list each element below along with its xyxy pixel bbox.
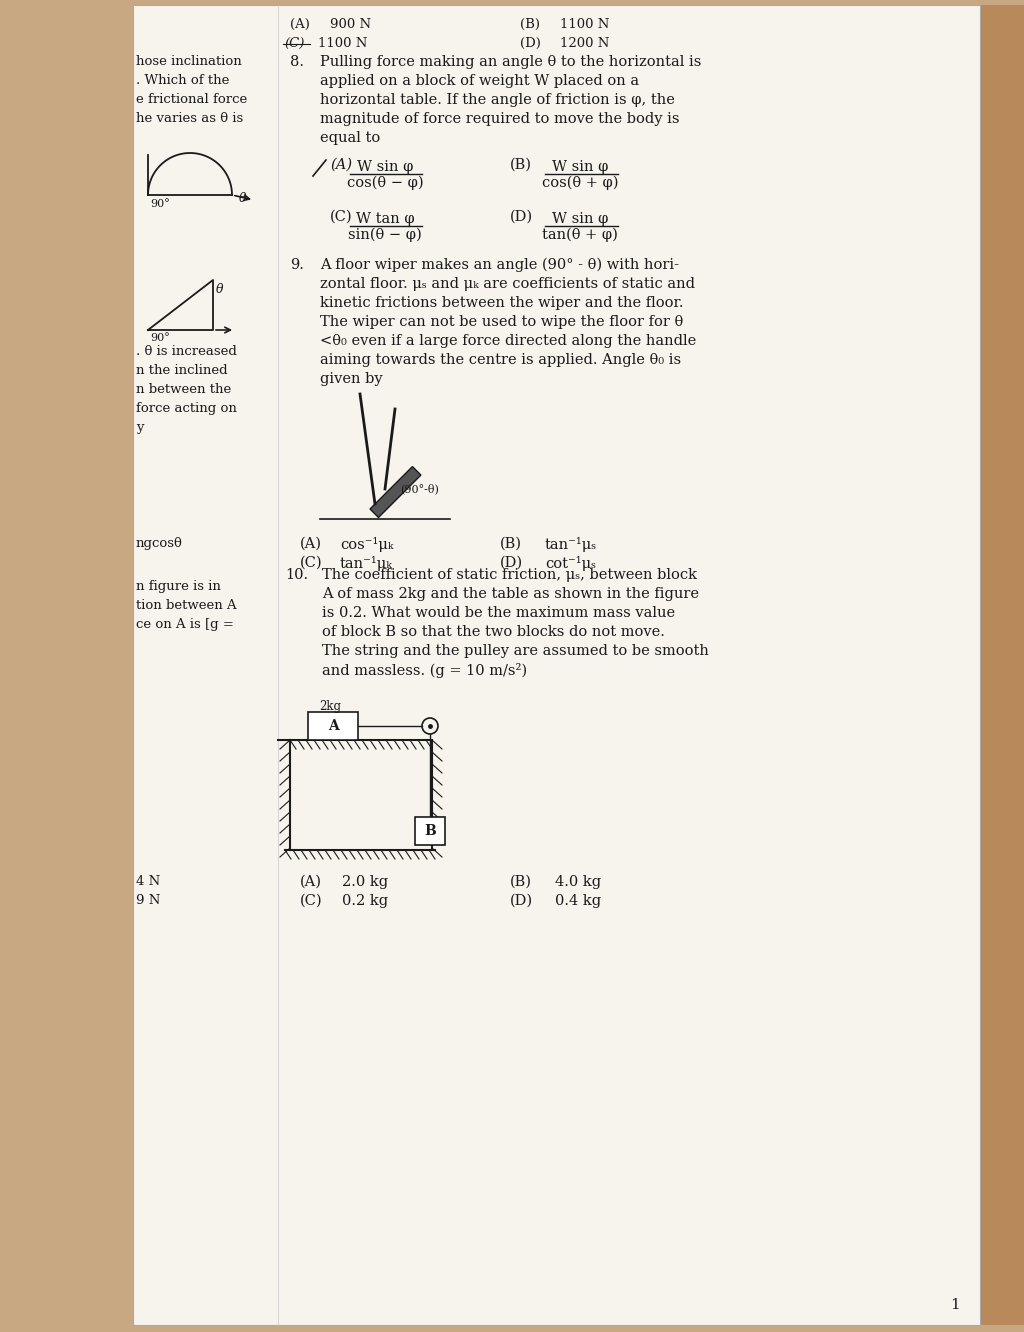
Text: hose inclination: hose inclination [136,55,242,68]
Text: (C): (C) [300,894,323,908]
Text: B: B [424,825,436,838]
Text: 10.: 10. [285,567,308,582]
Text: horizontal table. If the angle of friction is φ, the: horizontal table. If the angle of fricti… [319,93,675,107]
Text: zontal floor. μₛ and μₖ are coefficients of static and: zontal floor. μₛ and μₖ are coefficients… [319,277,695,290]
Text: A floor wiper makes an angle (90° - θ) with hori-: A floor wiper makes an angle (90° - θ) w… [319,258,679,272]
Bar [133,5,980,1325]
Text: 1100 N: 1100 N [560,19,609,31]
Text: 2.0 kg: 2.0 kg [342,875,388,888]
FancyBboxPatch shape [370,466,421,518]
Bar [980,5,1024,1325]
Text: (B): (B) [500,537,522,551]
Text: 2kg: 2kg [319,701,341,713]
Bar [415,817,445,844]
Text: kinetic frictions between the wiper and the floor.: kinetic frictions between the wiper and … [319,296,683,310]
Text: W sin φ: W sin φ [552,212,608,226]
Text: n figure is in: n figure is in [136,579,221,593]
Text: given by: given by [319,372,383,386]
Text: . θ is increased: . θ is increased [136,345,237,358]
Text: y: y [136,421,143,434]
Text: cos(θ + φ): cos(θ + φ) [542,176,618,190]
Text: 9.: 9. [290,258,304,272]
Text: equal to: equal to [319,131,380,145]
Text: (D): (D) [500,555,523,570]
Text: tan⁻¹μₛ: tan⁻¹μₛ [545,537,597,551]
Text: 90°: 90° [150,198,170,209]
Text: (A): (A) [290,19,310,31]
Text: cot⁻¹μₛ: cot⁻¹μₛ [545,555,596,571]
Text: A: A [328,719,338,733]
Text: tan⁻¹μₖ: tan⁻¹μₖ [340,555,393,571]
Text: cos(θ − φ): cos(θ − φ) [347,176,423,190]
Text: (D): (D) [520,37,541,51]
Text: 900 N: 900 N [330,19,371,31]
Text: applied on a block of weight W placed on a: applied on a block of weight W placed on… [319,75,639,88]
Text: (90°-θ): (90°-θ) [400,484,439,494]
Text: sin(θ − φ): sin(θ − φ) [348,228,422,242]
Text: 9 N: 9 N [136,894,161,907]
Text: 1200 N: 1200 N [560,37,609,51]
Text: n the inclined: n the inclined [136,364,227,377]
Text: (D): (D) [510,894,534,908]
Text: <θ₀ even if a large force directed along the handle: <θ₀ even if a large force directed along… [319,334,696,348]
Text: . Which of the: . Which of the [136,75,229,87]
Text: W sin φ: W sin φ [552,160,608,174]
Text: (C): (C) [330,210,352,224]
Text: cos⁻¹μₖ: cos⁻¹μₖ [340,537,393,551]
Text: W sin φ: W sin φ [356,160,414,174]
Text: (C): (C) [284,37,304,51]
Text: (A): (A) [300,537,322,551]
Text: (D): (D) [510,210,534,224]
Text: and massless. (g = 10 m/s²): and massless. (g = 10 m/s²) [322,663,527,678]
Text: 1100 N: 1100 N [318,37,368,51]
Text: (A): (A) [300,875,322,888]
Text: ce on A is [g =: ce on A is [g = [136,618,233,631]
Text: n between the: n between the [136,384,231,396]
Text: tion between A: tion between A [136,599,237,611]
Text: (B): (B) [520,19,540,31]
Text: 4 N: 4 N [136,875,160,888]
Text: 0.2 kg: 0.2 kg [342,894,388,908]
Text: The string and the pulley are assumed to be smooth: The string and the pulley are assumed to… [322,643,709,658]
Text: tan(θ + φ): tan(θ + φ) [542,228,617,242]
Text: (B): (B) [510,875,532,888]
Text: 0.4 kg: 0.4 kg [555,894,601,908]
Text: 90°: 90° [150,333,170,344]
Text: (C): (C) [300,555,323,570]
Text: force acting on: force acting on [136,402,237,416]
Text: (B): (B) [510,159,532,172]
Text: The coefficient of static friction, μₛ, between block: The coefficient of static friction, μₛ, … [322,567,697,582]
Text: is 0.2. What would be the maximum mass value: is 0.2. What would be the maximum mass v… [322,606,675,619]
Text: θ: θ [239,192,247,205]
Text: θ: θ [216,282,223,296]
Text: A of mass 2kg and the table as shown in the figure: A of mass 2kg and the table as shown in … [322,587,699,601]
Text: of block B so that the two blocks do not move.: of block B so that the two blocks do not… [322,625,665,639]
Text: W tan φ: W tan φ [355,212,415,226]
Text: Pulling force making an angle θ to the horizontal is: Pulling force making an angle θ to the h… [319,55,701,69]
Bar [308,713,358,741]
Text: 4.0 kg: 4.0 kg [555,875,601,888]
Text: (A): (A) [330,159,352,172]
Text: ngcosθ: ngcosθ [136,537,183,550]
Text: 1: 1 [950,1297,961,1312]
Text: aiming towards the centre is applied. Angle θ₀ is: aiming towards the centre is applied. An… [319,353,681,368]
Text: he varies as θ is: he varies as θ is [136,112,244,125]
Text: 8.: 8. [290,55,304,69]
Text: The wiper can not be used to wipe the floor for θ: The wiper can not be used to wipe the fl… [319,314,683,329]
Text: magnitude of force required to move the body is: magnitude of force required to move the … [319,112,680,127]
Text: e frictional force: e frictional force [136,93,247,107]
